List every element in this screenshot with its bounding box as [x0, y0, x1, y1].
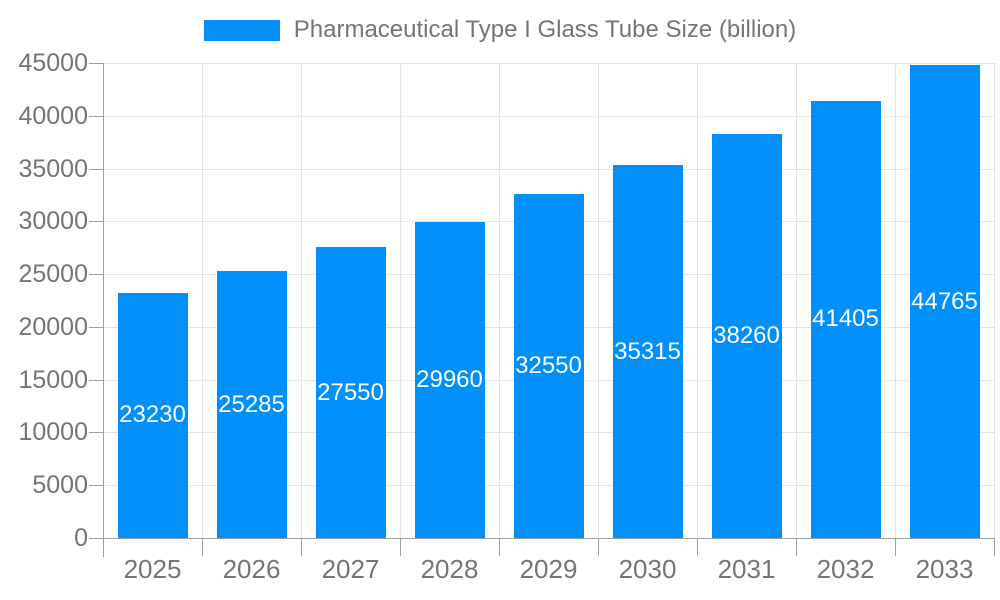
bar-value-label: 29960 [416, 365, 483, 393]
bar-2029[interactable]: 32550 [513, 194, 584, 538]
x-axis-tick-label: 2033 [915, 554, 974, 584]
legend[interactable]: Pharmaceutical Type I Glass Tube Size (b… [0, 16, 1000, 44]
x-tick-mark [895, 538, 896, 556]
bar-2026[interactable]: 25285 [216, 271, 287, 538]
y-axis-tick-label: 10000 [18, 418, 88, 447]
bar-value-label: 35315 [614, 337, 681, 365]
x-gridline [994, 63, 995, 538]
x-axis-tick-label: 2030 [618, 554, 677, 584]
x-gridline [796, 63, 797, 538]
y-tick-mark [89, 221, 103, 223]
y-axis-tick-label: 0 [74, 524, 88, 552]
y-axis-tick-label: 30000 [18, 207, 88, 236]
bar-2033[interactable]: 44765 [909, 65, 980, 538]
bar-2025[interactable]: 23230 [117, 292, 188, 538]
x-axis-tick-label: 2029 [519, 554, 578, 584]
x-gridline [400, 63, 401, 538]
y-tick-mark [89, 274, 103, 276]
bar-2027[interactable]: 27550 [315, 247, 386, 538]
bar-2031[interactable]: 38260 [711, 134, 782, 538]
y-tick-mark [89, 168, 103, 170]
x-tick-mark [796, 538, 797, 556]
x-axis-tick-label: 2025 [123, 554, 182, 584]
y-tick-mark [89, 485, 103, 487]
y-axis-tick-label: 5000 [32, 471, 88, 500]
bar-2030[interactable]: 35315 [612, 165, 683, 538]
y-axis-tick-label: 35000 [18, 154, 88, 183]
y-gridline [103, 63, 994, 64]
x-gridline [499, 63, 500, 538]
y-tick-mark [89, 379, 103, 381]
y-axis-tick-label: 25000 [18, 260, 88, 289]
x-axis-line [103, 538, 994, 539]
x-gridline [202, 63, 203, 538]
x-gridline [697, 63, 698, 538]
legend-swatch-icon [203, 19, 280, 41]
bar-value-label: 23230 [119, 401, 186, 429]
y-axis-tick-label: 40000 [18, 101, 88, 130]
x-tick-mark [598, 538, 599, 556]
y-tick-mark [89, 115, 103, 117]
y-tick-mark [89, 432, 103, 434]
x-gridline [301, 63, 302, 538]
y-axis-tick-label: 45000 [18, 49, 88, 77]
x-tick-mark [400, 538, 401, 556]
y-axis-tick-label: 15000 [18, 365, 88, 394]
x-tick-mark [301, 538, 302, 556]
bar-value-label: 44765 [911, 287, 978, 315]
bar-value-label: 32550 [515, 352, 582, 380]
bar-value-label: 38260 [713, 322, 780, 350]
y-axis-tick-label: 20000 [18, 312, 88, 341]
y-gridline [103, 168, 994, 170]
x-tick-mark [202, 538, 203, 556]
bar-2032[interactable]: 41405 [810, 100, 881, 538]
x-axis-tick-label: 2026 [222, 554, 281, 584]
x-axis-tick-label: 2027 [321, 554, 380, 584]
x-tick-mark [499, 538, 500, 556]
y-gridline [103, 115, 994, 117]
y-axis-line [103, 63, 104, 557]
bar-value-label: 25285 [218, 390, 285, 418]
plot-area: 23230 25285 27550 29960 32550 35315 38260 41405… [103, 63, 995, 538]
x-gridline [598, 63, 599, 538]
x-tick-mark [697, 538, 698, 556]
x-tick-mark [994, 538, 995, 556]
y-tick-mark [89, 326, 103, 328]
y-tick-mark [89, 538, 103, 539]
legend-label: Pharmaceutical Type I Glass Tube Size (b… [293, 16, 797, 43]
x-axis-tick-label: 2032 [816, 554, 875, 584]
x-axis-tick-label: 2031 [717, 554, 776, 584]
x-tick-mark [103, 538, 104, 556]
bar-value-label: 27550 [317, 378, 384, 406]
bar-value-label: 41405 [812, 305, 879, 333]
x-axis-tick-label: 2028 [420, 554, 479, 584]
x-gridline [895, 63, 896, 538]
bar-2028[interactable]: 29960 [414, 221, 485, 538]
y-tick-mark [89, 63, 103, 64]
